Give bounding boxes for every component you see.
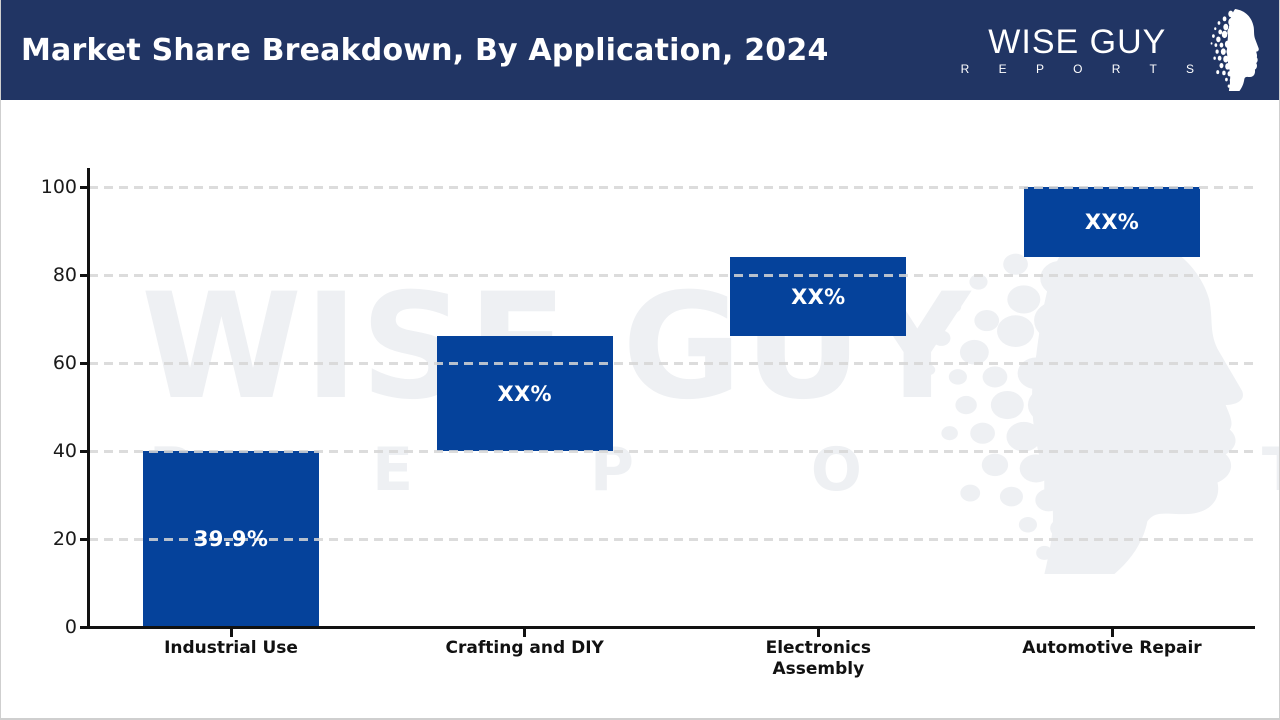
logo-head-icon bbox=[1210, 9, 1259, 91]
x-axis-line bbox=[87, 626, 1255, 629]
bar-automotive-repair bbox=[1024, 187, 1200, 257]
y-tick-mark-60 bbox=[80, 361, 88, 365]
x-tick-mark-electronics-assembly bbox=[816, 629, 820, 637]
x-category-label-line: Industrial Use bbox=[164, 638, 298, 658]
x-tick-mark-industrial-use bbox=[229, 629, 233, 637]
y-tick-label-60: 60 bbox=[52, 352, 77, 374]
header-bar: Market Share Breakdown, By Application, … bbox=[1, 0, 1279, 100]
y-tick-label-80: 80 bbox=[52, 264, 77, 286]
y-tick-mark-40 bbox=[80, 449, 88, 453]
bar-label-electronics-assembly: XX% bbox=[791, 284, 846, 309]
logo-subtitle: R E P O R T S bbox=[960, 61, 1207, 76]
bar-crafting-and-diy bbox=[436, 336, 613, 452]
y-tick-mark-0 bbox=[80, 625, 88, 629]
x-category-label-line: Crafting and DIY bbox=[445, 638, 604, 658]
y-tick-label-40: 40 bbox=[52, 440, 77, 462]
y-axis-line bbox=[87, 168, 90, 629]
bar-label-automotive-repair: XX% bbox=[1084, 209, 1140, 234]
y-tick-mark-20 bbox=[80, 537, 88, 541]
gridline-60 bbox=[89, 361, 1255, 365]
x-category-label-line: Electronics bbox=[765, 638, 871, 658]
bar-label-crafting-and-diy: XX% bbox=[497, 381, 552, 406]
x-category-label-automotive-repair: Automotive Repair bbox=[962, 638, 1262, 659]
gridline-40 bbox=[89, 449, 1255, 453]
gridline-80 bbox=[89, 273, 1255, 277]
x-tick-mark-automotive-repair bbox=[1110, 629, 1114, 637]
x-category-label-line: Assembly bbox=[772, 659, 865, 679]
y-tick-mark-100 bbox=[80, 185, 88, 189]
x-tick-mark-crafting-and-diy bbox=[523, 629, 527, 637]
page-title: Market Share Breakdown, By Application, … bbox=[21, 32, 829, 68]
y-tick-label-0: 0 bbox=[64, 616, 77, 638]
x-category-label-industrial-use: Industrial Use bbox=[81, 638, 381, 659]
watermark-head-icon bbox=[922, 222, 1243, 574]
x-category-label-line: Automotive Repair bbox=[1022, 638, 1202, 658]
y-tick-mark-80 bbox=[80, 273, 88, 277]
logo-wordmark: WISE GUY bbox=[988, 22, 1167, 61]
bar-electronics-assembly bbox=[730, 256, 907, 337]
logo-text: WISE GUY R E P O R T S bbox=[948, 25, 1207, 76]
brand-logo: WISE GUY R E P O R T S bbox=[948, 6, 1263, 94]
gridline-100 bbox=[89, 185, 1255, 189]
bar-label-industrial-use: 39.9% bbox=[193, 527, 269, 552]
y-tick-label-20: 20 bbox=[52, 528, 77, 550]
gridline-20 bbox=[89, 537, 1255, 541]
x-category-label-electronics-assembly: Electronics Assembly bbox=[668, 638, 968, 680]
y-tick-label-100: 100 bbox=[40, 176, 77, 198]
x-category-label-crafting-and-diy: Crafting and DIY bbox=[375, 638, 675, 659]
